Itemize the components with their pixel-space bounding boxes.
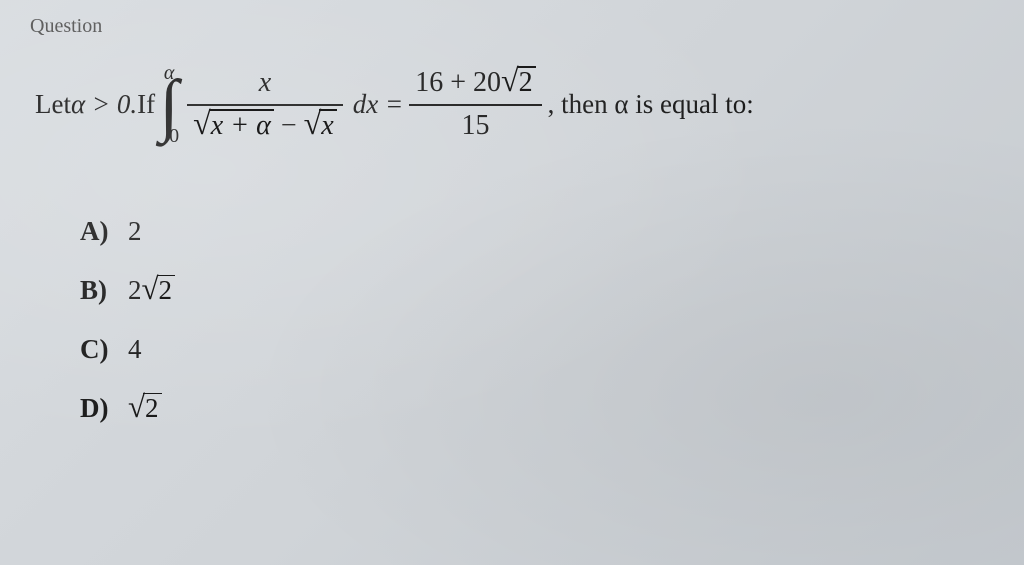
option-value: 2√2 xyxy=(128,275,175,306)
integral-expression: α ∫ 0 x √ x + α − √ x xyxy=(159,63,349,146)
option-value: 4 xyxy=(128,334,142,365)
sqrt-body: x + α xyxy=(209,109,274,142)
integral-lower-limit: 0 xyxy=(169,126,179,146)
dx-equals: dx = xyxy=(353,89,403,120)
option-value: √2 xyxy=(128,393,162,424)
option-letter: B) xyxy=(80,275,116,306)
if-text: If xyxy=(137,89,155,120)
sqrt-body: 2 xyxy=(517,66,536,99)
minus-sign: − xyxy=(281,110,304,141)
problem-statement: Let α > 0. If α ∫ 0 x √ x + α − √ x xyxy=(35,63,994,146)
sqrt-2: √2 xyxy=(501,66,536,99)
sqrt-x-plus-alpha: √ x + α xyxy=(193,109,274,142)
rhs-numerator: 16 + 20√2 xyxy=(409,63,541,103)
option-letter: C) xyxy=(80,334,116,365)
sqrt-2: √2 xyxy=(128,393,162,424)
sqrt-body: 2 xyxy=(157,275,176,306)
integrand-denominator: √ x + α − √ x xyxy=(187,106,343,146)
options-list: A) 2 B) 2√2 C) 4 D) √2 xyxy=(80,216,994,424)
integrand-numerator: x xyxy=(253,63,277,103)
rhs-num-left: 16 + 20 xyxy=(415,67,501,98)
option-b[interactable]: B) 2√2 xyxy=(80,275,994,306)
coefficient: 2 xyxy=(128,275,142,306)
let-text: Let xyxy=(35,89,71,120)
option-c[interactable]: C) 4 xyxy=(80,334,994,365)
option-d[interactable]: D) √2 xyxy=(80,393,994,424)
then-text: , then α is equal to: xyxy=(548,89,754,120)
sqrt-x: √ x xyxy=(304,109,337,142)
alpha-condition: α > 0. xyxy=(71,89,137,120)
option-letter: D) xyxy=(80,393,116,424)
option-letter: A) xyxy=(80,216,116,247)
integral-symbol: ∫ xyxy=(160,81,179,130)
option-value: 2 xyxy=(128,216,142,247)
rhs-fraction: 16 + 20√2 15 xyxy=(409,63,541,146)
integrand-fraction: x √ x + α − √ x xyxy=(187,63,343,146)
sqrt-2: √2 xyxy=(142,275,176,306)
sqrt-body: 2 xyxy=(143,393,162,424)
option-a[interactable]: A) 2 xyxy=(80,216,994,247)
question-label: Question xyxy=(30,15,994,38)
integral-sign: α ∫ 0 xyxy=(159,63,179,146)
rhs-denominator: 15 xyxy=(455,106,495,146)
sqrt-body: x xyxy=(319,109,336,142)
